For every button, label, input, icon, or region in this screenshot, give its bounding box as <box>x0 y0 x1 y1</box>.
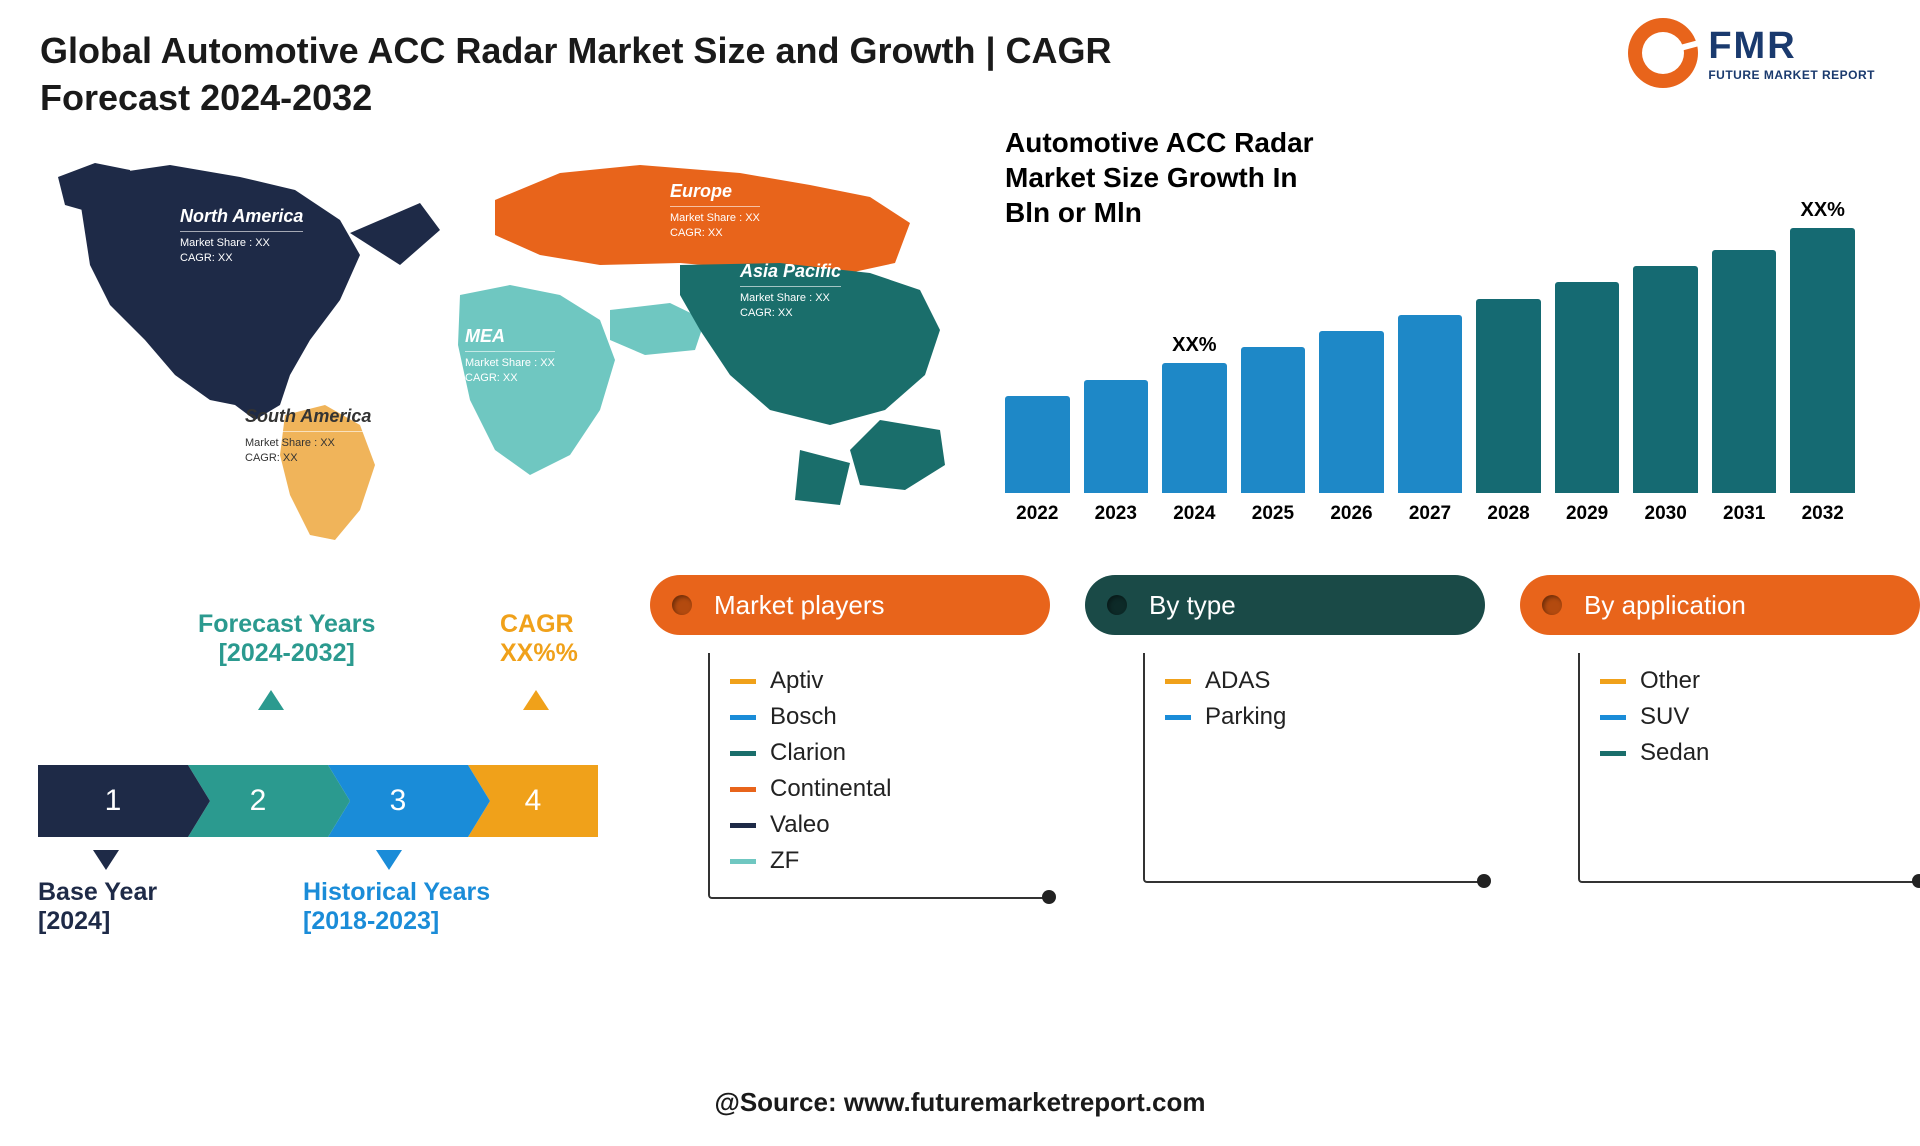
list-item: Other <box>1600 667 1902 695</box>
item-label: Parking <box>1205 703 1286 731</box>
base-year-line1: Base Year <box>38 878 157 907</box>
pill-frame: Aptiv Bosch Clarion Continental Valeo ZF <box>708 653 1050 899</box>
region-label-mea: MEAMarket Share : XXCAGR: XX <box>465 325 555 385</box>
list-item: Clarion <box>730 739 1032 767</box>
world-map: North AmericaMarket Share : XXCAGR: XX So… <box>40 145 960 545</box>
category-by-type: By type ADAS Parking <box>1085 575 1485 883</box>
logo-subtitle: FUTURE MARKET REPORT <box>1708 68 1875 82</box>
historical-years-line1: Historical Years <box>303 878 490 907</box>
item-label: Bosch <box>770 703 837 731</box>
bar-chart-area: Automotive ACC Radar Market Size Growth … <box>1005 125 1855 525</box>
timeline: Forecast Years [2024-2032] CAGR XX%% 123… <box>38 610 598 970</box>
bar-2025: 2025 <box>1241 347 1306 525</box>
base-year-line2: [2024] <box>38 907 157 936</box>
pill-title: Market players <box>714 590 885 621</box>
logo-acronym: FMR <box>1708 25 1875 68</box>
forecast-years-line2: [2024-2032] <box>198 639 375 668</box>
logo-icon <box>1628 18 1698 88</box>
list-item: Aptiv <box>730 667 1032 695</box>
cagr-arrow-icon <box>523 690 549 710</box>
bar-2022: 2022 <box>1005 396 1070 525</box>
bar-2024: XX%2024 <box>1162 363 1227 525</box>
bullet-icon <box>1600 751 1626 756</box>
bar-2030: 2030 <box>1633 266 1698 525</box>
bullet-icon <box>1165 679 1191 684</box>
item-label: Aptiv <box>770 667 823 695</box>
bullet-icon <box>1600 715 1626 720</box>
category-market-players: Market players Aptiv Bosch Clarion Continent… <box>650 575 1050 899</box>
item-label: Continental <box>770 775 891 803</box>
forecast-arrow-icon <box>258 690 284 710</box>
bullet-icon <box>730 715 756 720</box>
bullet-icon <box>730 823 756 828</box>
list-item: Valeo <box>730 811 1032 839</box>
item-label: SUV <box>1640 703 1689 731</box>
historical-years-label: Historical Years [2018-2023] <box>303 878 490 936</box>
pill-header: Market players <box>650 575 1050 635</box>
base-year-label: Base Year [2024] <box>38 878 157 936</box>
cagr-line1: CAGR <box>500 610 578 639</box>
region-label-asia-pacific: Asia PacificMarket Share : XXCAGR: XX <box>740 260 841 320</box>
cagr-line2: XX%% <box>500 639 578 668</box>
base-year-arrow-icon <box>93 850 119 870</box>
region-label-south-america: South AmericaMarket Share : XXCAGR: XX <box>245 405 371 465</box>
list-item: SUV <box>1600 703 1902 731</box>
list-item: Bosch <box>730 703 1032 731</box>
category-by-application: By application Other SUV Sedan <box>1520 575 1920 883</box>
bar-2029: 2029 <box>1555 282 1620 525</box>
page-title: Global Automotive ACC Radar Market Size … <box>40 28 1140 122</box>
pill-dot-icon <box>1107 595 1127 615</box>
item-label: Sedan <box>1640 739 1709 767</box>
bar-2023: 2023 <box>1084 380 1149 525</box>
bullet-icon <box>1600 679 1626 684</box>
bar-2028: 2028 <box>1476 299 1541 525</box>
forecast-years-label: Forecast Years [2024-2032] <box>198 610 375 668</box>
bullet-icon <box>730 751 756 756</box>
pill-frame: Other SUV Sedan <box>1578 653 1920 883</box>
item-label: ZF <box>770 847 799 875</box>
list-item: Continental <box>730 775 1032 803</box>
bullet-icon <box>730 679 756 684</box>
bar-2031: 2031 <box>1712 250 1777 525</box>
list-item: Sedan <box>1600 739 1902 767</box>
region-label-europe: EuropeMarket Share : XXCAGR: XX <box>670 180 760 240</box>
region-label-north-america: North AmericaMarket Share : XXCAGR: XX <box>180 205 303 265</box>
list-item: Parking <box>1165 703 1467 731</box>
historical-arrow-icon <box>376 850 402 870</box>
cagr-label: CAGR XX%% <box>500 610 578 668</box>
source-attribution: @Source: www.futuremarketreport.com <box>0 1087 1920 1118</box>
region-north-america <box>58 163 440 420</box>
pill-title: By application <box>1584 590 1746 621</box>
pill-frame: ADAS Parking <box>1143 653 1485 883</box>
historical-years-line2: [2018-2023] <box>303 907 490 936</box>
bullet-icon <box>730 859 756 864</box>
pill-header: By application <box>1520 575 1920 635</box>
pill-dot-icon <box>1542 595 1562 615</box>
forecast-years-line1: Forecast Years <box>198 610 375 639</box>
bullet-icon <box>730 787 756 792</box>
item-label: Clarion <box>770 739 846 767</box>
item-label: Other <box>1640 667 1700 695</box>
item-label: Valeo <box>770 811 830 839</box>
list-item: ZF <box>730 847 1032 875</box>
bullet-icon <box>1165 715 1191 720</box>
timeline-segment-1: 1 <box>38 765 188 837</box>
bar-2032: XX%2032 <box>1790 228 1855 525</box>
bar-chart: 20222023XX%20242025202620272028202920302… <box>1005 215 1855 525</box>
pill-header: By type <box>1085 575 1485 635</box>
pill-dot-icon <box>672 595 692 615</box>
timeline-track: 1234 <box>38 765 598 837</box>
fmr-logo: FMR FUTURE MARKET REPORT <box>1628 18 1875 88</box>
item-label: ADAS <box>1205 667 1270 695</box>
bar-2027: 2027 <box>1398 315 1463 525</box>
list-item: ADAS <box>1165 667 1467 695</box>
bar-2026: 2026 <box>1319 331 1384 525</box>
pill-title: By type <box>1149 590 1236 621</box>
